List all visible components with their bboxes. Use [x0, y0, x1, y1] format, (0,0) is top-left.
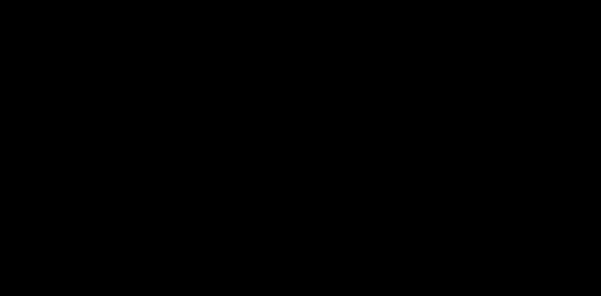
Text: Arrows show the wind wave direction: Arrows show the wind wave direction: [171, 31, 430, 45]
Text: Secondary Swell energy on Saturday 29 Mar at 6pm -03: Secondary Swell energy on Saturday 29 Ma…: [18, 5, 583, 23]
